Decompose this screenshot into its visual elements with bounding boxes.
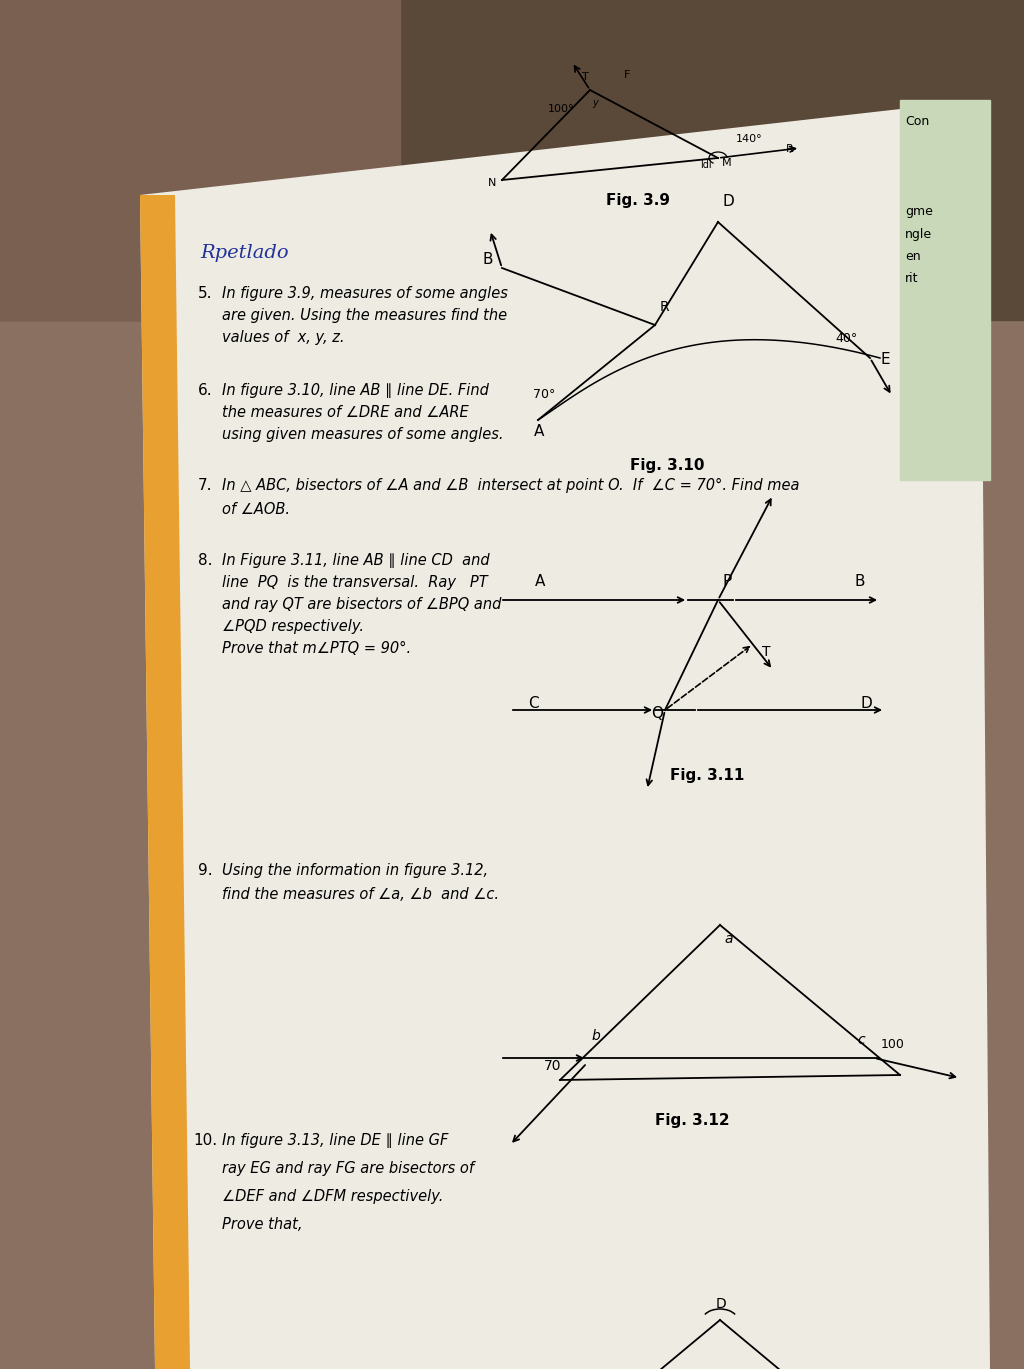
Text: A: A [534, 424, 545, 439]
Text: ngle: ngle [905, 229, 932, 241]
Text: Fig. 3.10: Fig. 3.10 [630, 459, 705, 474]
Text: In figure 3.10, line AB ∥ line DE. Find: In figure 3.10, line AB ∥ line DE. Find [222, 383, 488, 398]
Text: values of  x, y, z.: values of x, y, z. [222, 330, 344, 345]
Text: 8.: 8. [198, 553, 213, 568]
Text: 40°: 40° [835, 333, 857, 345]
Text: ldi: ldi [700, 160, 712, 170]
Text: M: M [722, 157, 731, 168]
Text: 100°: 100° [548, 104, 574, 114]
Polygon shape [140, 194, 190, 1369]
Polygon shape [140, 100, 990, 1369]
Text: R: R [786, 144, 794, 153]
Text: Q: Q [651, 706, 663, 721]
Text: are given. Using the measures find the: are given. Using the measures find the [222, 308, 507, 323]
Text: R: R [660, 300, 670, 314]
Text: N: N [488, 178, 497, 188]
Text: 5.: 5. [198, 286, 213, 301]
Text: Rpetlado: Rpetlado [200, 244, 289, 261]
Text: In Figure 3.11, line AB ∥ line CD  and: In Figure 3.11, line AB ∥ line CD and [222, 553, 489, 568]
Text: find the measures of ∠a, ∠b  and ∠c.: find the measures of ∠a, ∠b and ∠c. [222, 887, 499, 902]
Text: D: D [860, 695, 871, 711]
Text: b: b [592, 1029, 601, 1043]
Text: en: en [905, 251, 921, 263]
Text: 9.: 9. [198, 862, 213, 878]
Text: 100: 100 [881, 1038, 905, 1051]
Text: ∠DEF and ∠DFM respectively.: ∠DEF and ∠DFM respectively. [222, 1190, 443, 1203]
Text: Using the information in figure 3.12,: Using the information in figure 3.12, [222, 862, 488, 878]
Text: y: y [592, 99, 598, 108]
Text: ray EG and ray FG are bisectors of: ray EG and ray FG are bisectors of [222, 1161, 474, 1176]
Text: the measures of ∠DRE and ∠ARE: the measures of ∠DRE and ∠ARE [222, 405, 469, 420]
Text: In figure 3.9, measures of some angles: In figure 3.9, measures of some angles [222, 286, 508, 301]
Text: T: T [762, 645, 770, 658]
Text: Fig. 3.12: Fig. 3.12 [655, 1113, 730, 1128]
Bar [0, 0, 1024, 320]
Text: using given measures of some angles.: using given measures of some angles. [222, 427, 504, 442]
Text: F: F [624, 70, 631, 79]
Text: In figure 3.13, line DE ∥ line GF: In figure 3.13, line DE ∥ line GF [222, 1134, 449, 1149]
Text: Con: Con [905, 115, 929, 127]
Text: c: c [857, 1034, 864, 1047]
Text: rit: rit [905, 272, 919, 285]
Text: and ray QT are bisectors of ∠BPQ and: and ray QT are bisectors of ∠BPQ and [222, 597, 502, 612]
Text: T: T [582, 73, 589, 82]
Text: D: D [716, 1296, 727, 1312]
Text: D: D [722, 194, 734, 209]
Text: Fig. 3.11: Fig. 3.11 [670, 768, 744, 783]
Text: gme: gme [905, 205, 933, 218]
Text: C: C [528, 695, 539, 711]
Text: E: E [880, 352, 890, 367]
Text: B: B [482, 252, 493, 267]
Text: Fig. 3.9: Fig. 3.9 [606, 193, 670, 208]
Text: line  PQ  is the transversal.  Ray   PT: line PQ is the transversal. Ray PT [222, 575, 487, 590]
Text: Prove that m∠PTQ = 90°.: Prove that m∠PTQ = 90°. [222, 641, 411, 656]
Bar [0, 0, 400, 320]
Text: 140°: 140° [736, 134, 763, 144]
Text: 7.: 7. [198, 478, 213, 493]
Text: 6.: 6. [198, 383, 213, 398]
Bar [900, 100, 990, 481]
Text: In △ ABC, bisectors of ∠A and ∠B  intersect at point O.  If  ∠C = 70°. Find mea: In △ ABC, bisectors of ∠A and ∠B interse… [222, 478, 800, 493]
Text: A: A [535, 574, 546, 589]
Text: 70: 70 [544, 1060, 561, 1073]
Text: 70°: 70° [534, 387, 555, 401]
Text: 10.: 10. [193, 1134, 217, 1149]
Text: B: B [855, 574, 865, 589]
Text: P: P [722, 574, 731, 589]
Text: ∠PQD respectively.: ∠PQD respectively. [222, 619, 364, 634]
Text: of ∠AOB.: of ∠AOB. [222, 502, 290, 517]
Text: a: a [724, 932, 732, 946]
Text: Prove that,: Prove that, [222, 1217, 302, 1232]
